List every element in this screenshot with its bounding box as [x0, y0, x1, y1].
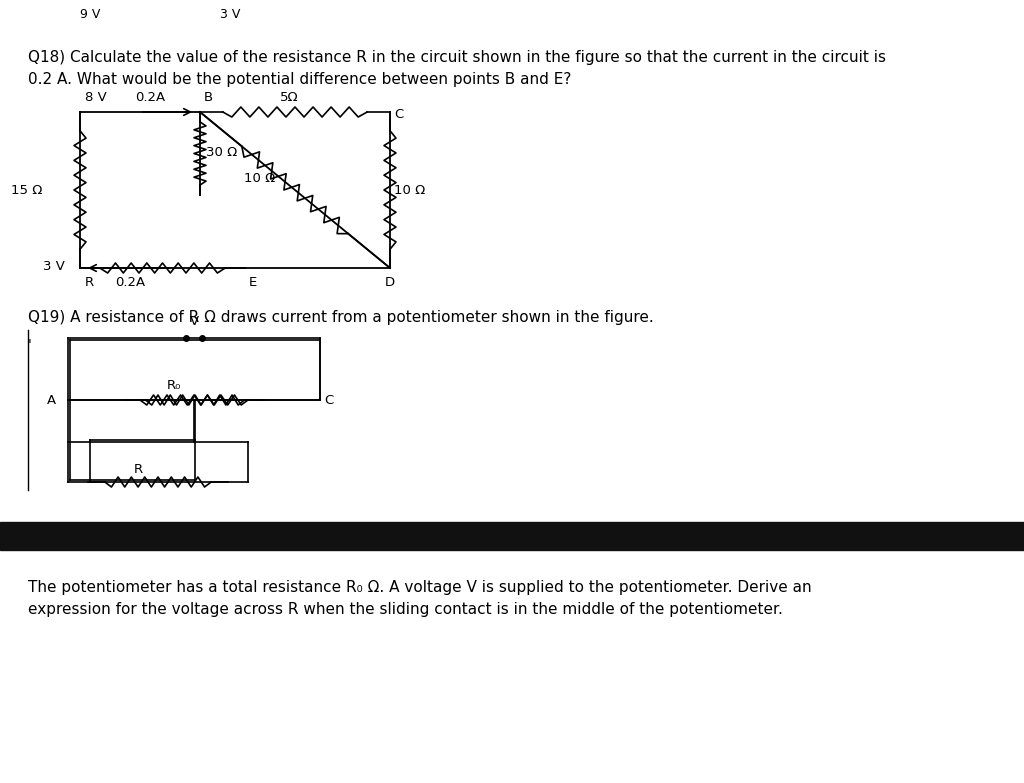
Text: 0.2 A. What would be the potential difference between points B and E?: 0.2 A. What would be the potential diffe…: [28, 72, 571, 87]
Text: 3 V: 3 V: [43, 260, 65, 273]
Text: ': ': [28, 338, 32, 352]
Text: 10 Ω: 10 Ω: [244, 172, 275, 185]
Text: 15 Ω: 15 Ω: [10, 183, 42, 197]
Text: C: C: [324, 394, 333, 406]
Text: 9 V: 9 V: [80, 8, 100, 21]
Text: 3 V: 3 V: [220, 8, 241, 21]
Text: D: D: [385, 276, 395, 289]
Text: 5Ω: 5Ω: [280, 91, 299, 104]
Text: 0.2A: 0.2A: [135, 91, 165, 104]
Text: 30 Ω: 30 Ω: [206, 146, 238, 160]
Text: R: R: [133, 463, 142, 476]
Text: Q19) A resistance of R Ω draws current from a potentiometer shown in the figure.: Q19) A resistance of R Ω draws current f…: [28, 310, 653, 325]
Text: The potentiometer has a total resistance R₀ Ω. A voltage V is supplied to the po: The potentiometer has a total resistance…: [28, 580, 812, 595]
Text: V: V: [189, 315, 199, 328]
Text: Q18) Calculate the value of the resistance R in the circuit shown in the figure : Q18) Calculate the value of the resistan…: [28, 50, 886, 65]
Text: B: B: [204, 91, 213, 104]
Text: 0.2A: 0.2A: [115, 276, 145, 289]
Text: E: E: [249, 276, 257, 289]
Text: R: R: [85, 276, 94, 289]
Text: A: A: [47, 394, 56, 406]
Text: expression for the voltage across R when the sliding contact is in the middle of: expression for the voltage across R when…: [28, 602, 783, 617]
Bar: [0, 522, 1024, 550]
Text: 8 V: 8 V: [85, 91, 106, 104]
Text: C: C: [394, 108, 403, 121]
Text: R₀: R₀: [167, 379, 181, 392]
Text: 10 Ω: 10 Ω: [394, 183, 425, 197]
